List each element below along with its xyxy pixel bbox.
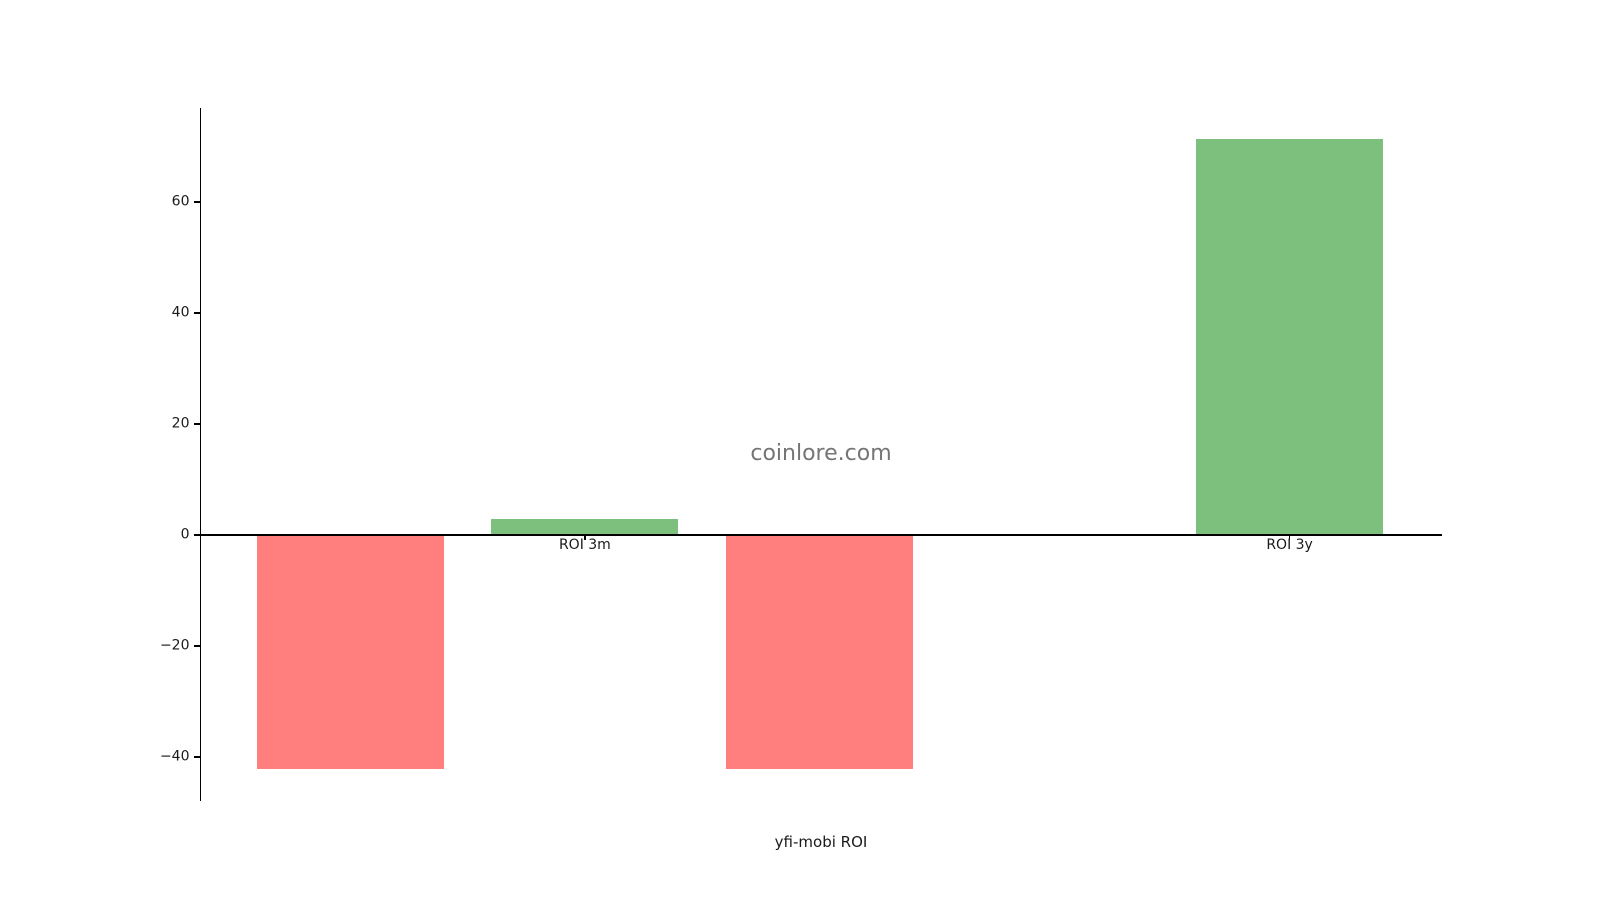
bar-bar-3 — [726, 535, 914, 770]
y-tick-label: −20 — [159, 637, 190, 654]
y-tick-label: 0 — [180, 526, 190, 543]
x-tick-label-roi-3y: ROI 3y — [1266, 536, 1313, 553]
x-axis-line — [199, 534, 1442, 536]
bar-roi-3y — [1196, 139, 1384, 535]
x-tick-label-roi-3m: ROI 3m — [558, 536, 611, 553]
y-tick-mark — [193, 423, 200, 425]
bar-bar-1 — [256, 535, 444, 770]
y-tick-mark — [193, 645, 200, 647]
bar-roi-3m — [491, 518, 679, 535]
y-tick-label: 20 — [171, 415, 190, 432]
y-tick-mark — [193, 312, 200, 314]
y-tick-mark — [193, 756, 200, 758]
y-tick-mark — [193, 201, 200, 203]
y-tick-mark — [193, 534, 200, 536]
x-tick-mark — [1288, 535, 1291, 540]
y-tick-label: 60 — [171, 193, 190, 210]
watermark-text: coinlore.com — [750, 441, 892, 466]
y-axis-line — [199, 108, 201, 801]
chart-title: yfi-mobi ROI — [774, 833, 868, 851]
y-tick-label: −40 — [159, 748, 190, 765]
x-tick-mark — [584, 535, 586, 540]
y-tick-label: 40 — [171, 304, 190, 321]
